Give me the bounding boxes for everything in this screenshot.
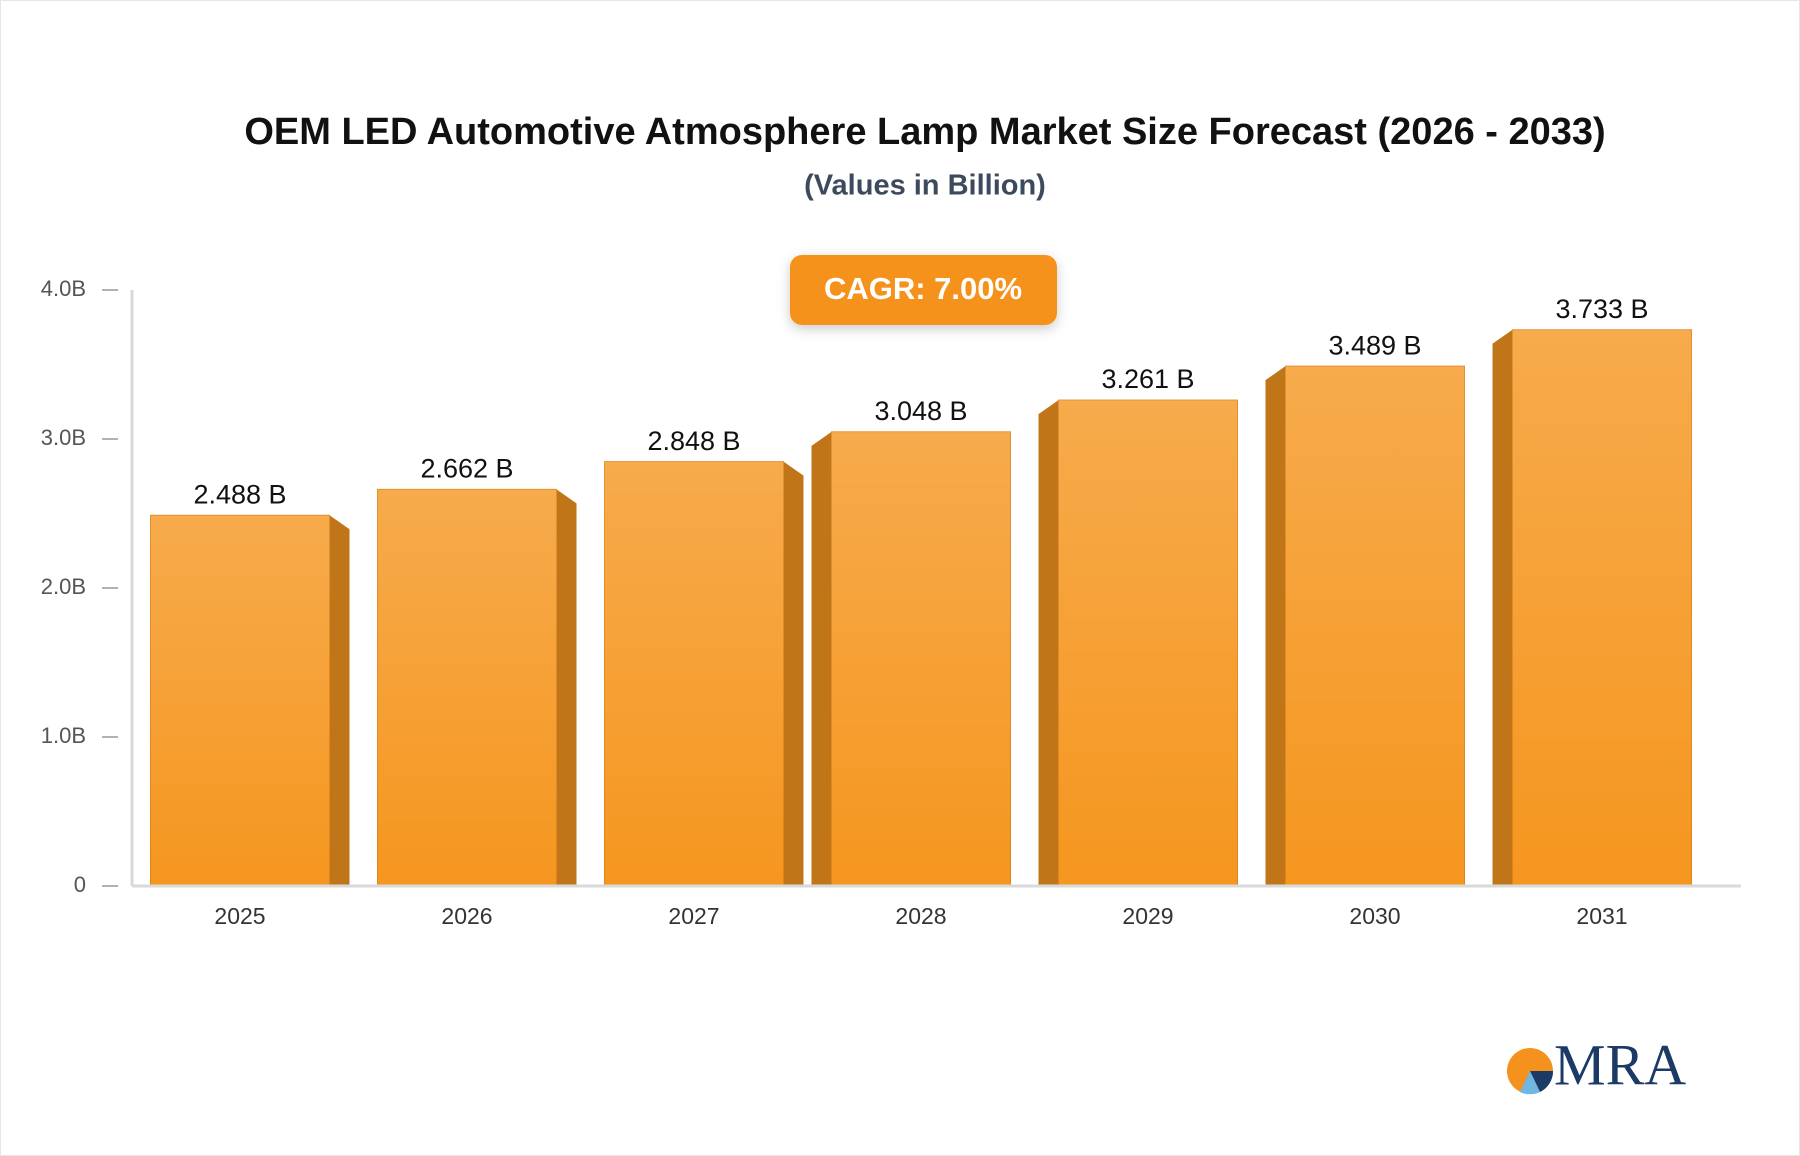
- bar-shine: [150, 515, 330, 886]
- chart-title: OEM LED Automotive Atmosphere Lamp Marke…: [244, 111, 1605, 153]
- x-tick-label: 2028: [895, 903, 946, 929]
- logo-slice: [1530, 1071, 1554, 1092]
- bar-shine: [377, 489, 557, 886]
- bar-shine: [831, 431, 1011, 886]
- bar-side: [1265, 366, 1286, 886]
- value-label: 2.662 B: [420, 453, 513, 483]
- bar-side: [1038, 400, 1059, 886]
- value-label: 2.848 B: [647, 426, 740, 456]
- x-tick-label: 2025: [214, 903, 265, 929]
- bar-side-shade: [1492, 329, 1513, 887]
- y-tick-label: 1.0B: [41, 723, 86, 748]
- bar-side: [1492, 329, 1513, 887]
- y-tick-label: 2.0B: [41, 574, 86, 599]
- bar-side-shade: [783, 461, 804, 886]
- chart-subtitle: (Values in Billion): [804, 170, 1046, 202]
- x-tick-label: 2030: [1349, 903, 1400, 929]
- bar-side-shade: [811, 431, 832, 886]
- logo-text: MRA: [1554, 1032, 1686, 1097]
- logo: MRA: [1507, 1032, 1686, 1097]
- bar-shine: [604, 461, 784, 886]
- bar-side: [556, 489, 577, 886]
- plot: 0 1.0B 2.0B 3.0B 4.0B 2.488 B 2025 2.662 B 2026 2…: [41, 276, 1741, 929]
- bar-shine: [1512, 329, 1692, 887]
- bar-side: [811, 431, 832, 886]
- y-tick-label: 0: [74, 872, 86, 897]
- value-label: 3.733 B: [1555, 294, 1648, 324]
- annotation: CAGR: 7.00%: [824, 271, 1022, 306]
- x-tick-label: 2031: [1576, 903, 1627, 929]
- logo-slice: [1520, 1071, 1540, 1095]
- bar-side-shade: [1265, 366, 1286, 886]
- x-tick-label: 2029: [1122, 903, 1173, 929]
- bar-side: [329, 515, 350, 886]
- bar-side-shade: [1038, 400, 1059, 886]
- bar-shine: [1058, 400, 1238, 886]
- value-label: 2.488 B: [193, 479, 286, 509]
- bar-side: [783, 461, 804, 886]
- y-tick-label: 3.0B: [41, 425, 86, 450]
- value-label: 3.489 B: [1328, 330, 1421, 360]
- x-tick-label: 2026: [441, 903, 492, 929]
- bar-shine: [1285, 366, 1465, 886]
- y-tick-label: 4.0B: [41, 276, 86, 301]
- cagr-badge: CAGR: 7.00%: [790, 255, 1057, 325]
- bar-side-shade: [329, 515, 350, 886]
- value-label: 3.048 B: [874, 396, 967, 426]
- value-label: 3.261 B: [1101, 364, 1194, 394]
- bar-side-shade: [556, 489, 577, 886]
- badge-box: [790, 255, 1057, 325]
- x-tick-label: 2027: [668, 903, 719, 929]
